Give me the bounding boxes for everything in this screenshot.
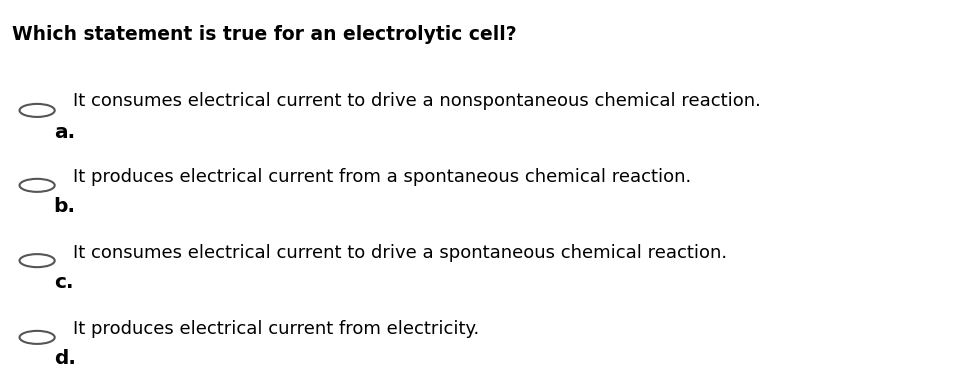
Circle shape [20, 331, 55, 344]
Text: b.: b. [54, 197, 76, 216]
Text: c.: c. [54, 273, 73, 292]
Text: a.: a. [54, 123, 75, 142]
Circle shape [20, 104, 55, 117]
Text: It produces electrical current from electricity.: It produces electrical current from elec… [73, 321, 480, 338]
Circle shape [20, 179, 55, 192]
Text: It produces electrical current from a spontaneous chemical reaction.: It produces electrical current from a sp… [73, 168, 692, 186]
Text: d.: d. [54, 349, 75, 368]
Text: Which statement is true for an electrolytic cell?: Which statement is true for an electroly… [12, 25, 517, 45]
Text: It consumes electrical current to drive a nonspontaneous chemical reaction.: It consumes electrical current to drive … [73, 92, 761, 110]
Circle shape [20, 254, 55, 267]
Text: It consumes electrical current to drive a spontaneous chemical reaction.: It consumes electrical current to drive … [73, 244, 728, 262]
